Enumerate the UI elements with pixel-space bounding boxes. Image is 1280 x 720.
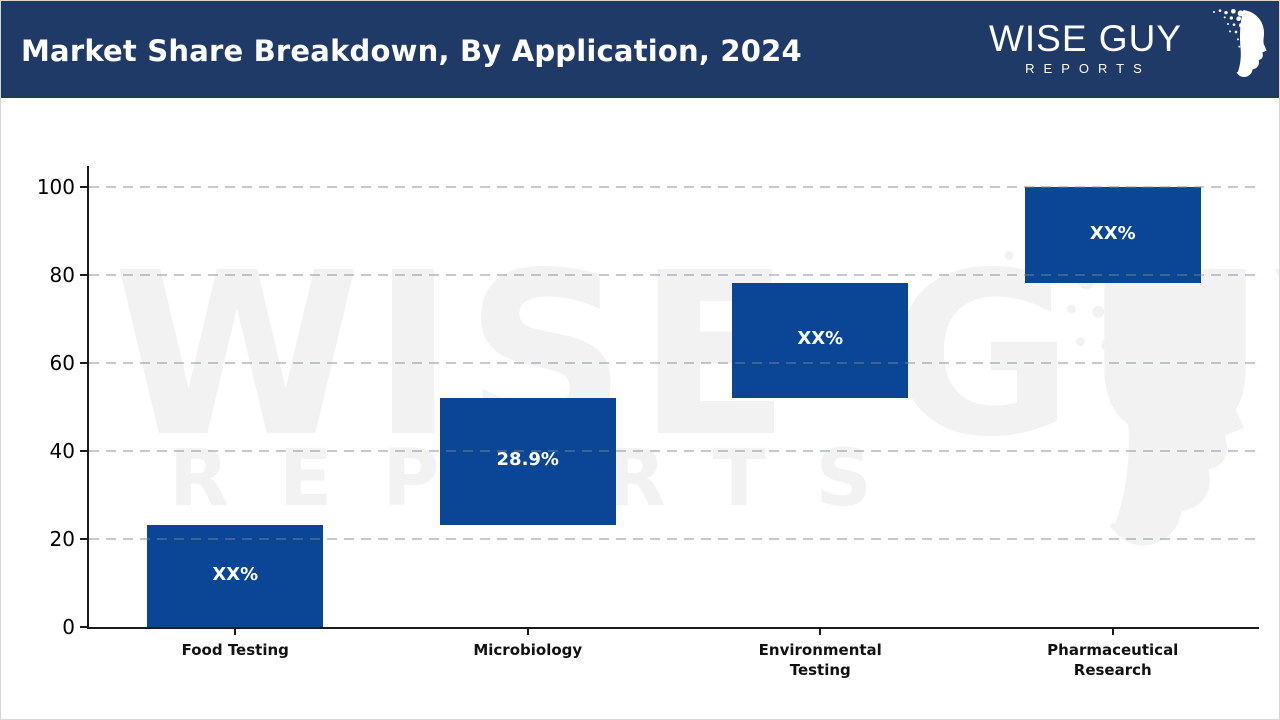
- logo-reports-label: REPORTS: [1025, 61, 1151, 76]
- y-tick-mark-60: [80, 362, 88, 364]
- y-tick-label-20: 20: [49, 527, 75, 551]
- y-tick-label-80: 80: [49, 263, 75, 287]
- y-tick-mark-80: [80, 274, 88, 276]
- x-tick-mark-environmental-testing: [819, 629, 822, 635]
- bar-value-label-pharmaceutical-research: XX%: [1089, 222, 1136, 244]
- category-label-environmental-testing: Environmental Testing: [758, 641, 882, 679]
- category-label-microbiology: Microbiology: [473, 641, 583, 659]
- y-tick-label-0: 0: [62, 615, 75, 639]
- y-tick-mark-40: [80, 450, 88, 452]
- bar-value-label-food-testing: XX%: [212, 563, 259, 585]
- bar-environmental-testing: XX%: [732, 282, 909, 398]
- y-tick-mark-100: [80, 186, 88, 188]
- x-tick-mark-pharmaceutical-research: [1111, 629, 1114, 635]
- y-tick-mark-0: [80, 626, 88, 628]
- bar-value-label-microbiology: 28.9%: [496, 449, 559, 471]
- wise-guy-reports-logo: WISE GUY REPORTS: [989, 8, 1270, 88]
- y-axis-line: [87, 166, 89, 629]
- bar-microbiology: 28.9%: [439, 397, 616, 525]
- bar-value-label-environmental-testing: XX%: [797, 328, 844, 350]
- x-tick-mark-microbiology: [526, 629, 529, 635]
- chart-title: Market Share Breakdown, By Application, …: [21, 34, 802, 68]
- bar-food-testing: XX%: [147, 524, 324, 627]
- logo-face-icon: [1184, 8, 1270, 88]
- category-label-pharmaceutical-research: Pharmaceutical Research: [1047, 641, 1179, 679]
- logo-wiseguy-label: WISE GUY: [988, 18, 1182, 59]
- y-tick-mark-20: [80, 538, 88, 540]
- bar-pharmaceutical-research: XX%: [1024, 187, 1201, 283]
- x-tick-mark-food-testing: [234, 629, 237, 635]
- y-tick-label-40: 40: [49, 439, 75, 463]
- y-tick-label-60: 60: [49, 351, 75, 375]
- logo-text: WISE GUY REPORTS: [988, 18, 1182, 77]
- watermark-face-icon: [881, 229, 1253, 603]
- category-label-food-testing: Food Testing: [181, 641, 289, 659]
- header-bar: Market Share Breakdown, By Application, …: [1, 1, 1279, 98]
- x-axis-line: [87, 627, 1259, 629]
- y-tick-label-100: 100: [36, 175, 75, 199]
